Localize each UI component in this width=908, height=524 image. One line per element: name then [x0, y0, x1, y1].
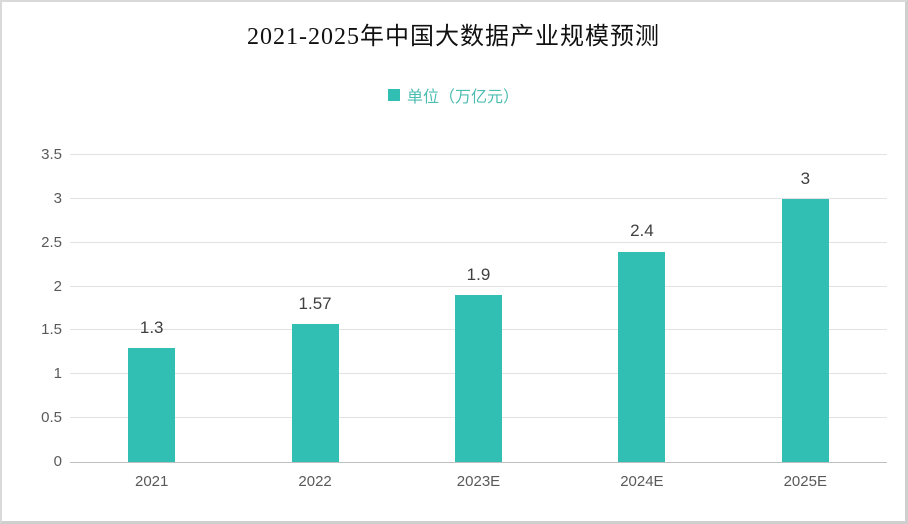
y-tick-label: 0.5 — [41, 409, 62, 427]
bar-2021[interactable] — [128, 347, 176, 462]
bar-value-label: 1.3 — [139, 317, 164, 337]
bar-2022[interactable] — [291, 324, 339, 462]
x-tick-label: 2021 — [135, 473, 169, 490]
y-tick-label: 2.5 — [41, 233, 62, 251]
x-tick-label: 2024E — [620, 473, 664, 490]
gridline — [70, 154, 887, 155]
x-tick-label: 2022 — [298, 473, 332, 490]
legend-swatch-icon — [387, 89, 400, 101]
bar-value-label: 2.4 — [630, 221, 654, 241]
gridline — [70, 197, 887, 199]
y-tick-label: 3 — [53, 189, 62, 207]
bar-value-label: 3 — [800, 168, 811, 188]
bar-value-label: 1.9 — [466, 265, 491, 285]
y-tick-label: 1.5 — [41, 321, 62, 339]
bar-2025E[interactable] — [781, 198, 829, 462]
legend: 单位（万亿元） — [2, 83, 905, 107]
legend-label: 单位（万亿元） — [406, 89, 519, 106]
y-tick-label: 3.5 — [41, 146, 62, 163]
y-tick-label: 2 — [53, 277, 62, 295]
bar-2024E[interactable] — [618, 251, 666, 462]
bar-value-label: 1.57 — [298, 294, 332, 314]
gridline — [70, 285, 887, 287]
plot-area — [70, 154, 887, 463]
gridline — [70, 241, 887, 243]
x-axis-line — [70, 462, 887, 463]
y-tick-label: 1 — [53, 365, 62, 383]
x-tick-label: 2023E — [456, 473, 501, 490]
x-tick-label: 2025E — [783, 473, 827, 490]
bar-2023E[interactable] — [455, 295, 502, 462]
chart-title: 2021-2025年中国大数据产业规模预测 — [247, 24, 660, 50]
y-tick-label: 0 — [53, 453, 62, 470]
